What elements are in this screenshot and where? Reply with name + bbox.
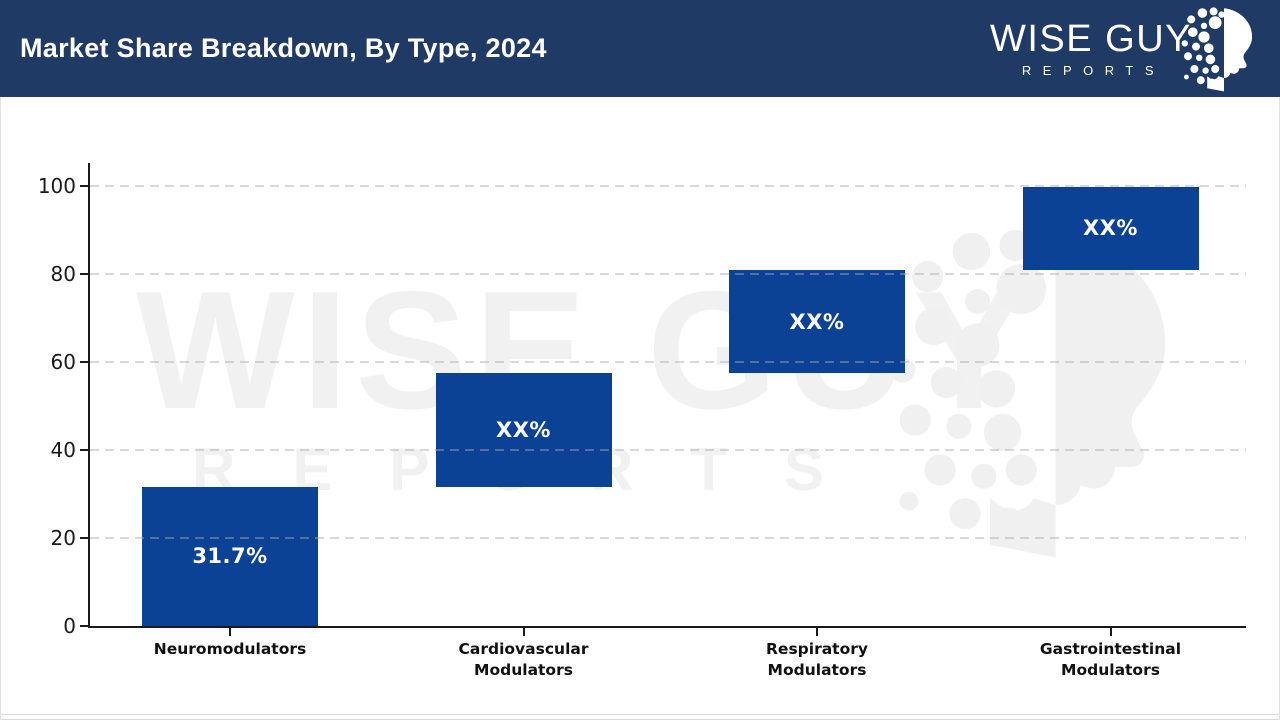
y-axis-tick: [80, 449, 88, 451]
wise-guy-head-icon: [1178, 5, 1262, 93]
bottom-rule-line: [0, 713, 1280, 715]
page-title: Market Share Breakdown, By Type, 2024: [20, 33, 547, 63]
bar: XX%: [435, 373, 612, 487]
y-tick-label: 20: [50, 526, 76, 550]
x-axis-tick: [816, 628, 818, 636]
gridline: [90, 361, 1246, 363]
x-axis-tick: [229, 628, 231, 636]
bar-value-label: XX%: [1083, 216, 1138, 241]
gridline: [90, 273, 1246, 275]
left-edge-line: [0, 97, 1, 720]
gridline: [90, 185, 1246, 187]
bar-value-label: XX%: [496, 417, 551, 442]
bar: 31.7%: [142, 486, 318, 626]
bar-value-label: 31.7%: [192, 544, 268, 569]
x-axis-tick: [1109, 628, 1112, 636]
header-bar: Market Share Breakdown, By Type, 2024 WI…: [0, 0, 1280, 97]
bar: XX%: [729, 270, 905, 373]
y-axis-tick: [80, 185, 88, 187]
bar: XX%: [1022, 186, 1199, 271]
x-category-label: Respiratory Modulators: [766, 640, 868, 679]
y-axis-tick: [80, 625, 88, 627]
x-category-label: Cardiovascular Modulators: [458, 640, 589, 679]
y-tick-label: 80: [50, 262, 76, 286]
brand-name: WISE GUY: [989, 17, 1192, 60]
x-category-label: Neuromodulators: [153, 640, 307, 658]
y-tick-label: 100: [37, 174, 76, 198]
x-category-label: Gastrointestinal Modulators: [1039, 640, 1182, 679]
y-axis-line: [88, 163, 90, 628]
y-tick-label: 0: [63, 614, 76, 638]
x-axis-line: [88, 626, 1246, 628]
brand-logo: WISE GUY REPORTS: [990, 5, 1262, 93]
y-tick-label: 40: [50, 438, 76, 462]
bar-value-label: XX%: [789, 309, 845, 334]
x-axis-tick: [522, 628, 525, 636]
brand-subtitle: REPORTS: [1021, 62, 1166, 78]
y-axis-tick: [80, 361, 88, 363]
gridline: [90, 537, 1246, 539]
bottom-edge-line: [0, 718, 1280, 720]
gridline: [90, 449, 1246, 451]
brand-logo-text: WISE GUY REPORTS: [990, 20, 1192, 78]
y-tick-label: 60: [50, 350, 76, 374]
y-axis-tick: [80, 537, 88, 539]
y-axis-tick: [80, 273, 88, 275]
